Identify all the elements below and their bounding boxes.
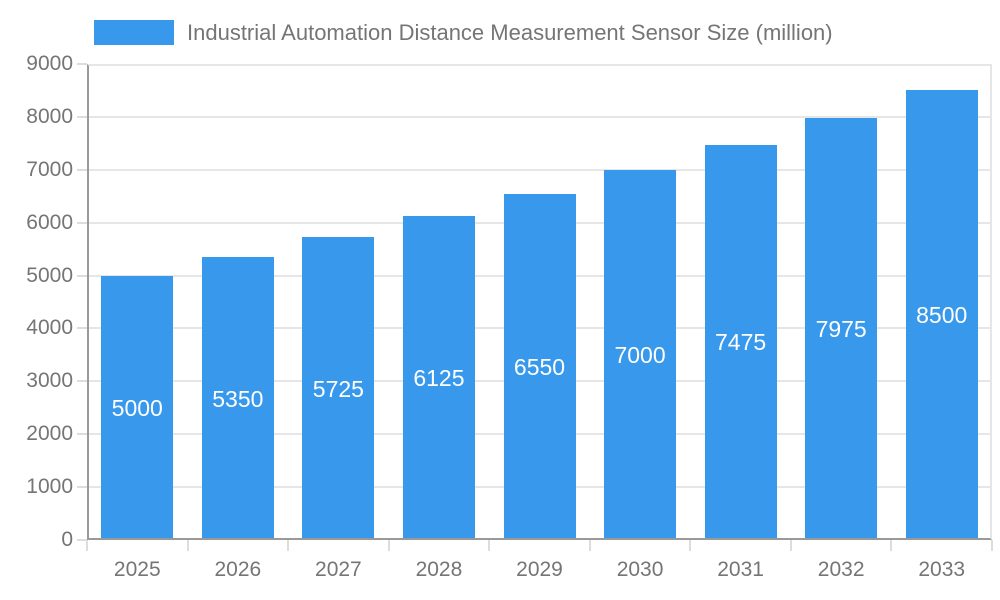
y-axis-tick	[77, 115, 87, 118]
bar	[704, 144, 777, 540]
bar-value-label: 5000	[111, 394, 163, 421]
x-axis-tick	[86, 540, 88, 551]
legend-item[interactable]: Industrial Automation Distance Measureme…	[94, 20, 833, 45]
bar-value-label: 5350	[212, 385, 264, 412]
x-axis-label: 2029	[516, 558, 563, 581]
bar	[905, 90, 978, 540]
bar-value-label: 7475	[715, 329, 767, 356]
x-axis-label: 2032	[817, 558, 865, 581]
x-axis-tick	[789, 540, 792, 551]
x-axis-tick	[890, 540, 893, 551]
y-axis-label: 6000	[26, 210, 73, 234]
bar-value-label: 6550	[513, 353, 566, 380]
x-axis-label: 2028	[415, 558, 463, 581]
bar-value-label: 5725	[312, 375, 364, 402]
gridline	[87, 115, 992, 118]
bar-value-label: 6125	[413, 365, 465, 392]
y-axis-tick	[77, 168, 87, 171]
x-axis-tick	[387, 540, 390, 551]
y-axis-tick	[77, 221, 87, 224]
legend-swatch	[94, 20, 174, 45]
x-axis-tick	[287, 540, 290, 551]
x-axis-tick	[991, 540, 993, 551]
bar	[302, 237, 375, 540]
y-axis-label: 0	[61, 528, 73, 551]
x-axis-label: 2031	[717, 558, 764, 581]
y-axis-tick	[77, 433, 87, 436]
x-axis-tick	[588, 540, 591, 551]
y-axis-tick	[77, 327, 87, 330]
bar-value-label: 8500	[916, 302, 968, 329]
bar	[201, 257, 274, 540]
x-axis-label: 2033	[918, 558, 966, 581]
x-axis-tick	[488, 540, 491, 551]
y-axis-label: 4000	[26, 316, 73, 340]
y-axis-label: 2000	[26, 422, 73, 446]
x-axis-tick	[186, 540, 189, 551]
bar	[604, 169, 677, 540]
y-axis-label: 3000	[26, 369, 73, 393]
y-axis-tick	[77, 63, 87, 65]
y-axis-tick	[77, 486, 87, 489]
y-axis-label: 5000	[26, 263, 73, 287]
x-axis-label: 2026	[214, 558, 262, 581]
y-axis-label: 1000	[26, 475, 73, 499]
y-axis-tick	[77, 274, 87, 277]
y-axis-label: 7000	[26, 157, 73, 181]
x-axis-label: 2025	[113, 558, 161, 581]
bar-value-label: 7975	[815, 316, 867, 343]
bar-value-label: 7000	[614, 341, 666, 368]
legend-label: Industrial Automation Distance Measureme…	[187, 19, 833, 45]
y-axis-label: 8000	[26, 104, 73, 128]
bar	[402, 216, 475, 540]
bar	[503, 193, 576, 540]
gridline	[87, 168, 992, 171]
y-axis-tick	[77, 539, 87, 541]
bar	[805, 118, 878, 540]
x-axis-label: 2027	[315, 558, 362, 581]
x-axis-tick	[689, 540, 692, 551]
y-axis-label: 9000	[26, 52, 73, 75]
bar	[101, 275, 174, 540]
x-axis-label: 2030	[616, 558, 664, 581]
y-axis-tick	[77, 380, 87, 383]
